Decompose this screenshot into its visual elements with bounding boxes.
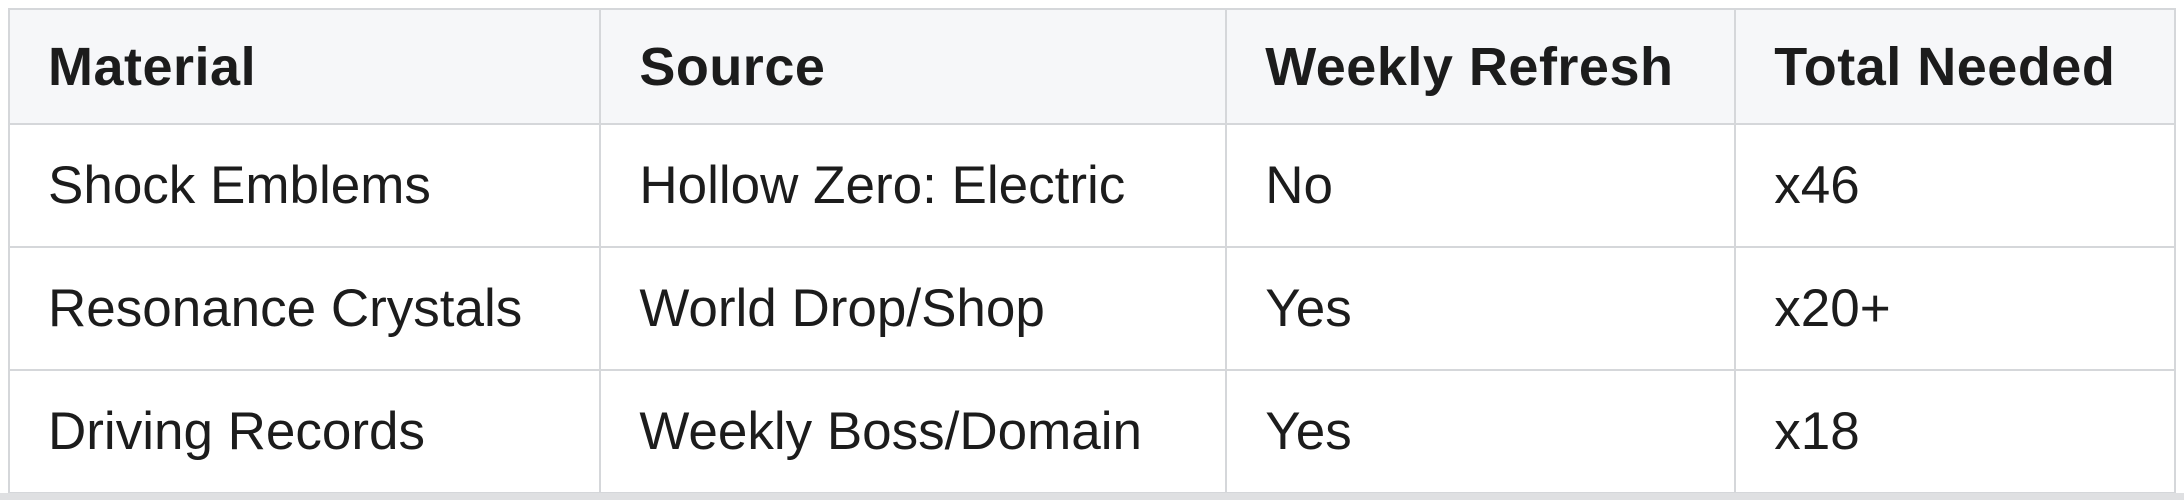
- page-background-strip: [0, 493, 2184, 500]
- cell-total-needed: x20+: [1734, 246, 2176, 371]
- table-row: Shock Emblems Hollow Zero: Electric No x…: [7, 123, 2176, 248]
- cell-material: Driving Records: [7, 369, 602, 494]
- column-header-weekly-refresh: Weekly Refresh: [1225, 8, 1737, 125]
- cell-total-needed: x18: [1734, 369, 2176, 494]
- table-header-row: Material Source Weekly Refresh Total Nee…: [7, 8, 2176, 125]
- cell-weekly-refresh: Yes: [1225, 246, 1737, 371]
- table-row: Resonance Crystals World Drop/Shop Yes x…: [7, 246, 2176, 371]
- column-header-total-needed: Total Needed: [1734, 8, 2176, 125]
- cell-material: Shock Emblems: [7, 123, 602, 248]
- materials-table: Material Source Weekly Refresh Total Nee…: [7, 8, 2176, 494]
- column-header-material: Material: [7, 8, 602, 125]
- table-row: Driving Records Weekly Boss/Domain Yes x…: [7, 369, 2176, 494]
- cell-source: Weekly Boss/Domain: [599, 369, 1228, 494]
- column-header-source: Source: [599, 8, 1228, 125]
- cell-weekly-refresh: No: [1225, 123, 1737, 248]
- cell-source: Hollow Zero: Electric: [599, 123, 1228, 248]
- cell-source: World Drop/Shop: [599, 246, 1228, 371]
- cell-total-needed: x46: [1734, 123, 2176, 248]
- cell-material: Resonance Crystals: [7, 246, 602, 371]
- cell-weekly-refresh: Yes: [1225, 369, 1737, 494]
